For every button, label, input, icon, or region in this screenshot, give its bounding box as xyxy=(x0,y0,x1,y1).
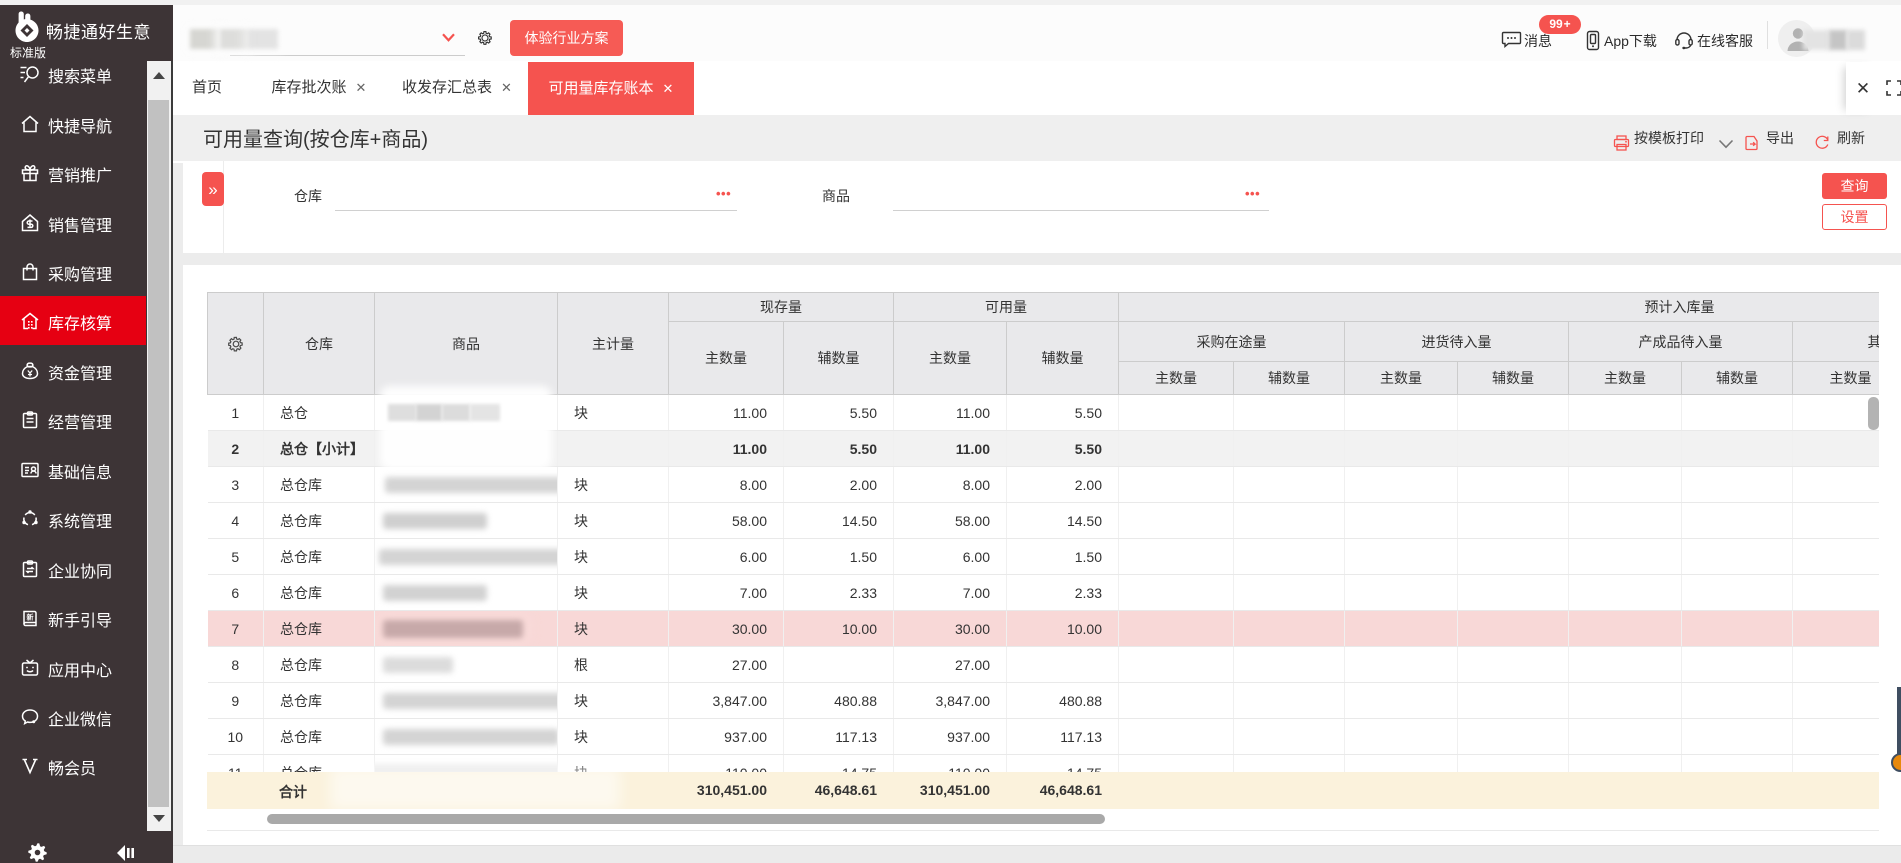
svg-text:新: 新 xyxy=(27,613,34,622)
